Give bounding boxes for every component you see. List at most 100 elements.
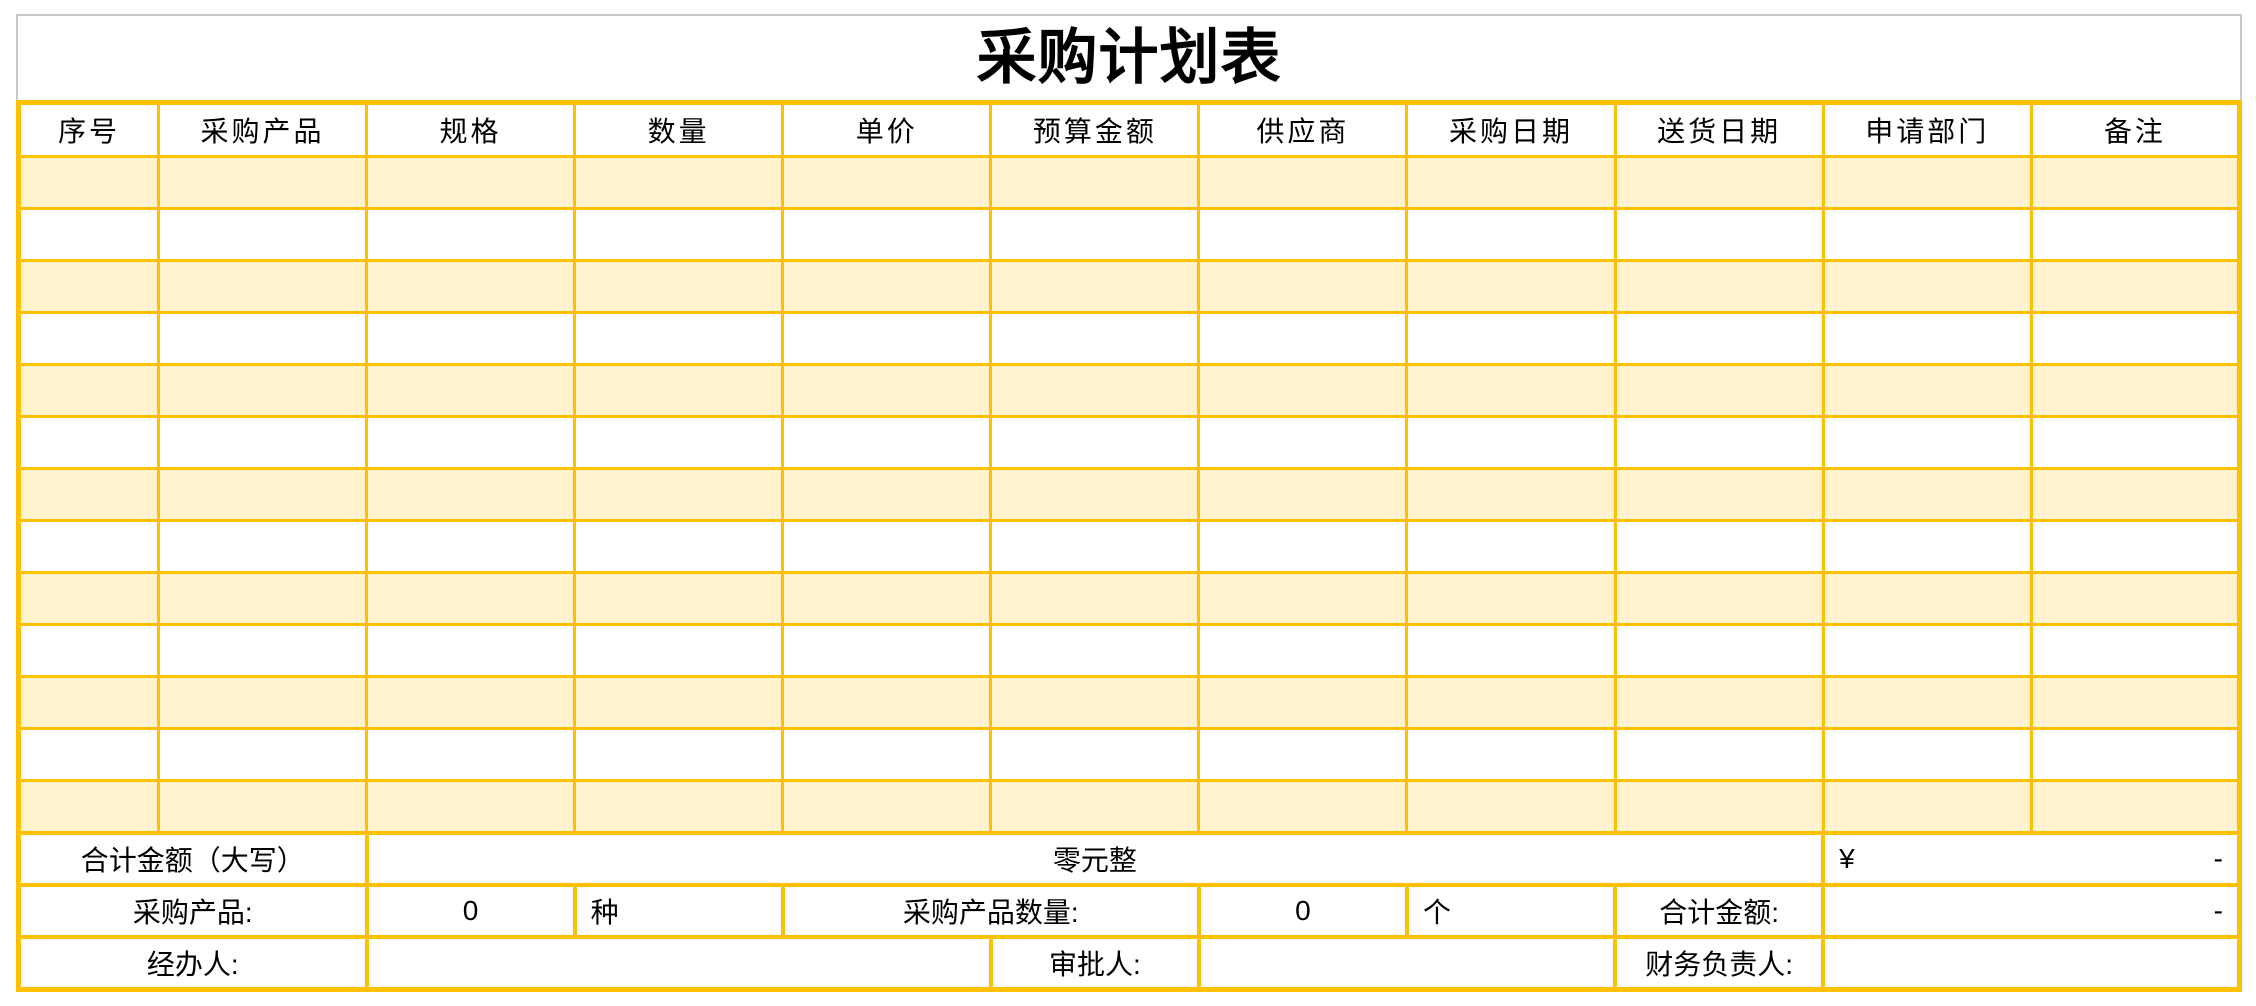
empty-cell[interactable] [1405, 207, 1617, 262]
empty-cell[interactable] [2029, 571, 2242, 626]
empty-cell[interactable] [1197, 415, 1409, 470]
empty-cell[interactable] [1821, 155, 2033, 210]
empty-cell[interactable] [989, 779, 1201, 834]
empty-cell[interactable] [365, 779, 577, 834]
empty-cell[interactable] [365, 571, 577, 626]
empty-cell[interactable] [1821, 311, 2033, 366]
empty-cell[interactable] [156, 311, 369, 366]
empty-cell[interactable] [1821, 519, 2033, 574]
empty-cell[interactable] [1821, 727, 2033, 782]
empty-cell[interactable] [2029, 155, 2242, 210]
empty-cell[interactable] [989, 467, 1201, 522]
empty-cell[interactable] [156, 155, 369, 210]
empty-cell[interactable] [1613, 727, 1825, 782]
empty-cell[interactable] [781, 259, 993, 314]
empty-cell[interactable] [1405, 415, 1617, 470]
empty-cell[interactable] [573, 727, 785, 782]
empty-cell[interactable] [1197, 311, 1409, 366]
empty-cell[interactable] [573, 155, 785, 210]
empty-cell[interactable] [573, 571, 785, 626]
total-amount-words-value[interactable]: 零元整 [364, 830, 1826, 887]
empty-cell[interactable] [989, 363, 1201, 418]
empty-cell[interactable] [17, 571, 160, 626]
approver-signature-cell[interactable] [1196, 934, 1618, 991]
empty-cell[interactable] [365, 155, 577, 210]
empty-cell[interactable] [989, 675, 1201, 730]
empty-cell[interactable] [17, 259, 160, 314]
empty-cell[interactable] [156, 727, 369, 782]
empty-cell[interactable] [1613, 571, 1825, 626]
empty-cell[interactable] [17, 623, 160, 678]
empty-cell[interactable] [2029, 519, 2242, 574]
empty-cell[interactable] [1613, 311, 1825, 366]
empty-cell[interactable] [1405, 467, 1617, 522]
handler-signature-cell[interactable] [364, 934, 993, 991]
empty-cell[interactable] [1613, 207, 1825, 262]
empty-cell[interactable] [156, 259, 369, 314]
empty-cell[interactable] [1197, 727, 1409, 782]
empty-cell[interactable] [17, 311, 160, 366]
empty-cell[interactable] [365, 207, 577, 262]
empty-cell[interactable] [2029, 467, 2242, 522]
products-count-value[interactable]: 0 [364, 882, 577, 939]
empty-cell[interactable] [365, 311, 577, 366]
empty-cell[interactable] [2029, 779, 2242, 834]
empty-cell[interactable] [365, 675, 577, 730]
empty-cell[interactable] [156, 571, 369, 626]
empty-cell[interactable] [1405, 727, 1617, 782]
empty-cell[interactable] [573, 207, 785, 262]
empty-cell[interactable] [365, 259, 577, 314]
empty-cell[interactable] [1821, 415, 2033, 470]
empty-cell[interactable] [17, 675, 160, 730]
empty-cell[interactable] [365, 415, 577, 470]
empty-cell[interactable] [573, 467, 785, 522]
empty-cell[interactable] [989, 259, 1201, 314]
empty-cell[interactable] [781, 623, 993, 678]
empty-cell[interactable] [1197, 467, 1409, 522]
empty-cell[interactable] [1197, 155, 1409, 210]
empty-cell[interactable] [1405, 311, 1617, 366]
empty-cell[interactable] [573, 519, 785, 574]
empty-cell[interactable] [365, 467, 577, 522]
empty-cell[interactable] [156, 675, 369, 730]
empty-cell[interactable] [1613, 155, 1825, 210]
empty-cell[interactable] [989, 571, 1201, 626]
empty-cell[interactable] [989, 207, 1201, 262]
empty-cell[interactable] [2029, 675, 2242, 730]
empty-cell[interactable] [365, 727, 577, 782]
empty-cell[interactable] [781, 155, 993, 210]
empty-cell[interactable] [1405, 623, 1617, 678]
empty-cell[interactable] [781, 779, 993, 834]
empty-cell[interactable] [1197, 779, 1409, 834]
empty-cell[interactable] [1405, 779, 1617, 834]
empty-cell[interactable] [1405, 155, 1617, 210]
empty-cell[interactable] [156, 623, 369, 678]
empty-cell[interactable] [573, 363, 785, 418]
empty-cell[interactable] [1197, 675, 1409, 730]
empty-cell[interactable] [781, 363, 993, 418]
empty-cell[interactable] [156, 519, 369, 574]
empty-cell[interactable] [1821, 571, 2033, 626]
empty-cell[interactable] [989, 727, 1201, 782]
empty-cell[interactable] [573, 259, 785, 314]
empty-cell[interactable] [1821, 363, 2033, 418]
empty-cell[interactable] [1405, 675, 1617, 730]
empty-cell[interactable] [1613, 675, 1825, 730]
empty-cell[interactable] [1613, 779, 1825, 834]
empty-cell[interactable] [2029, 259, 2242, 314]
empty-cell[interactable] [1613, 519, 1825, 574]
empty-cell[interactable] [156, 415, 369, 470]
empty-cell[interactable] [365, 363, 577, 418]
empty-cell[interactable] [2029, 311, 2242, 366]
empty-cell[interactable] [17, 363, 160, 418]
empty-cell[interactable] [156, 363, 369, 418]
empty-cell[interactable] [156, 467, 369, 522]
empty-cell[interactable] [17, 415, 160, 470]
empty-cell[interactable] [573, 311, 785, 366]
empty-cell[interactable] [573, 779, 785, 834]
finance-signature-cell[interactable] [1821, 934, 2242, 991]
empty-cell[interactable] [573, 415, 785, 470]
empty-cell[interactable] [2029, 415, 2242, 470]
empty-cell[interactable] [2029, 623, 2242, 678]
total-amount-value[interactable]: - [1821, 882, 2242, 939]
